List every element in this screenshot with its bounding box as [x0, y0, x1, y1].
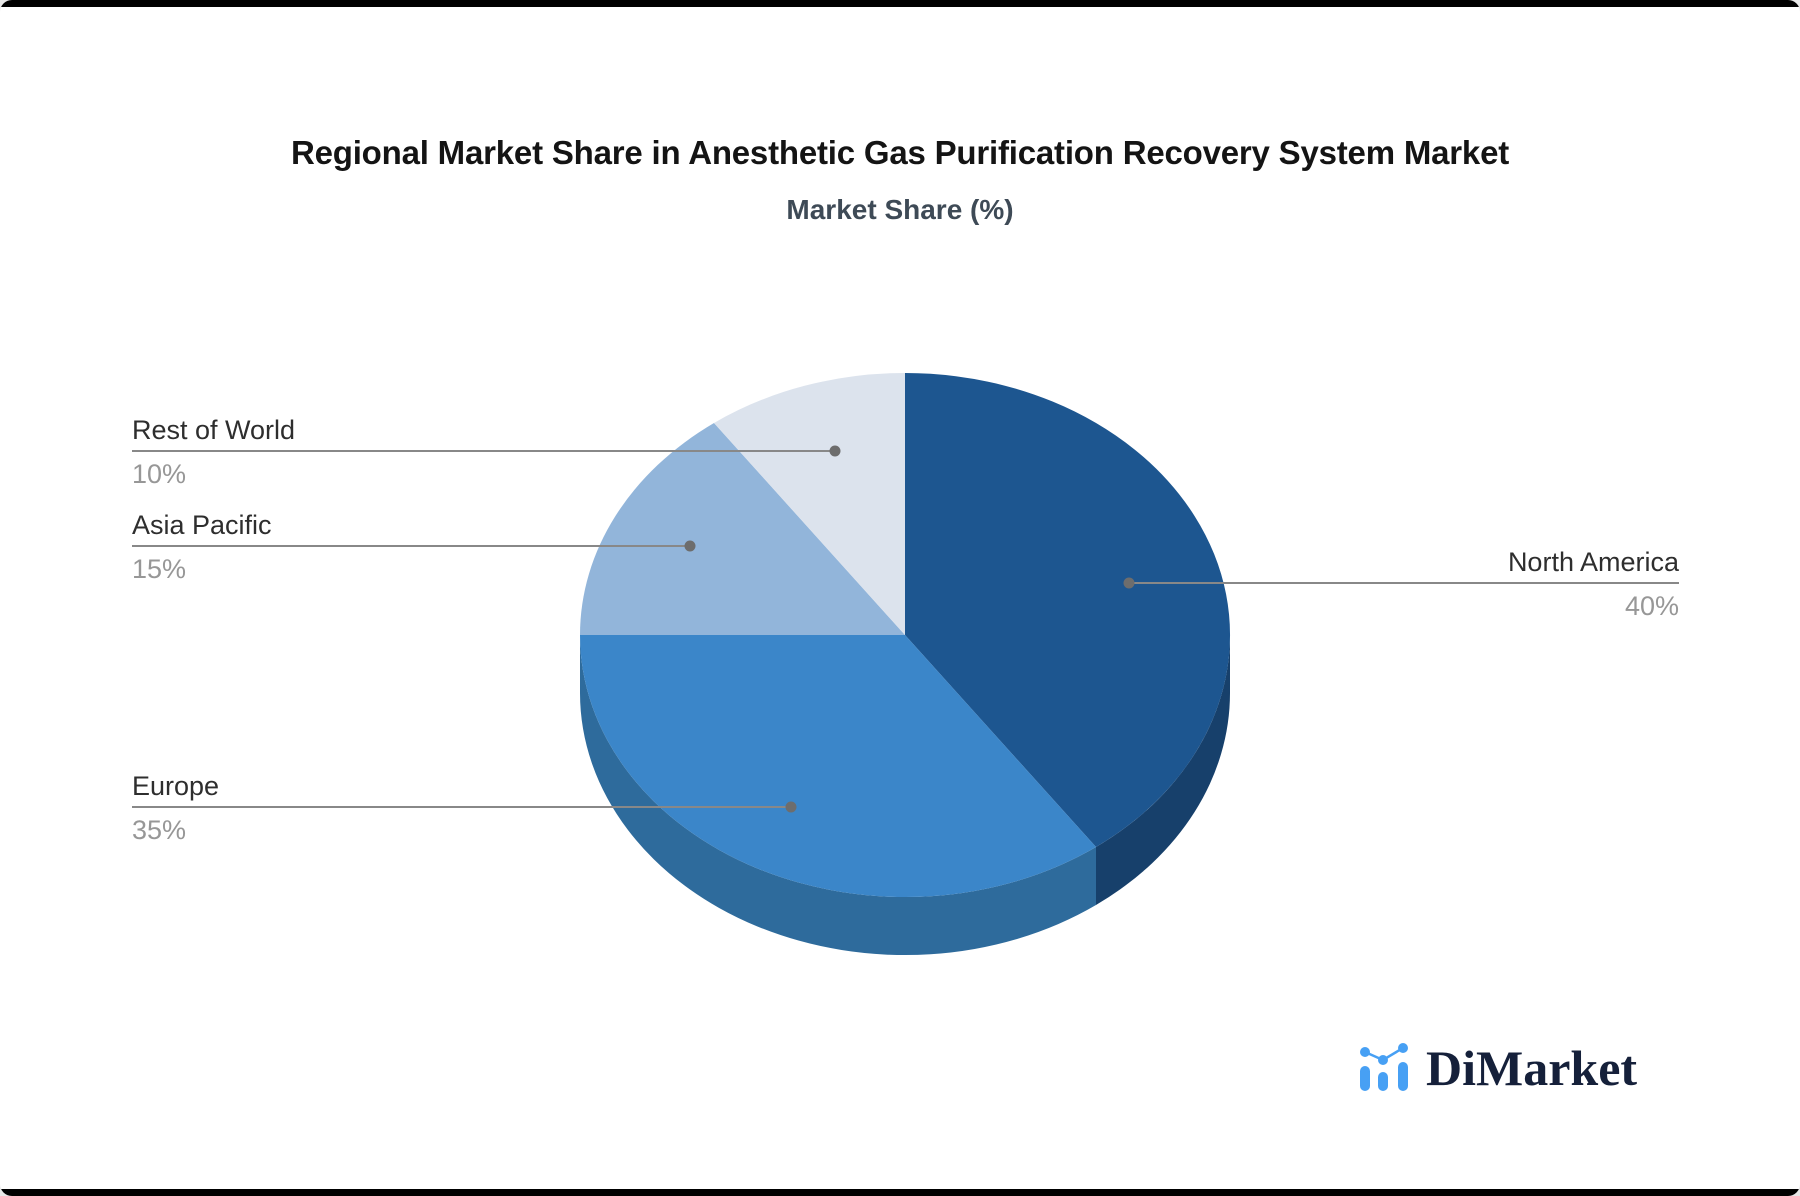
- callout-label-north-america: North America: [1507, 547, 1679, 577]
- pie-side-europe: [580, 635, 1096, 956]
- logo-icon-line: [1364, 1046, 1404, 1062]
- top-border: [0, 0, 1800, 7]
- chart-title: Regional Market Share in Anesthetic Gas …: [290, 134, 1510, 171]
- leader-dot-asia-pacific: [684, 540, 696, 552]
- logo-text: DiMarket: [1426, 1040, 1638, 1096]
- pie-slice-north-america[interactable]: [905, 373, 1231, 847]
- bar-line-chart-icon: [1360, 1043, 1408, 1091]
- callout-label-rest-of-world: Rest of World: [132, 415, 296, 445]
- pie-slice-asia-pacific[interactable]: [580, 423, 905, 635]
- pie-slice-europe[interactable]: [580, 635, 1096, 898]
- chart-subtitle: Market Share (%): [786, 194, 1014, 225]
- callout-value-europe: 35%: [132, 815, 187, 845]
- leader-dot-rest-of-world: [829, 445, 841, 457]
- leader-dot-europe: [785, 801, 797, 813]
- callout-value-rest-of-world: 10%: [132, 459, 187, 489]
- callout-label-asia-pacific: Asia Pacific: [132, 510, 272, 540]
- pie-slice-rest-of-world[interactable]: [714, 373, 905, 635]
- callout-value-north-america: 40%: [1624, 591, 1679, 621]
- leader-dot-north-america: [1123, 577, 1135, 589]
- callout-value-asia-pacific: 15%: [132, 554, 187, 584]
- logo-icon-bars: [1360, 1043, 1408, 1091]
- pie-side-north-america: [1096, 635, 1231, 905]
- bottom-border: [0, 1189, 1800, 1196]
- callout-label-europe: Europe: [132, 771, 220, 801]
- dimarket-logo: DiMarket: [1358, 1038, 1637, 1094]
